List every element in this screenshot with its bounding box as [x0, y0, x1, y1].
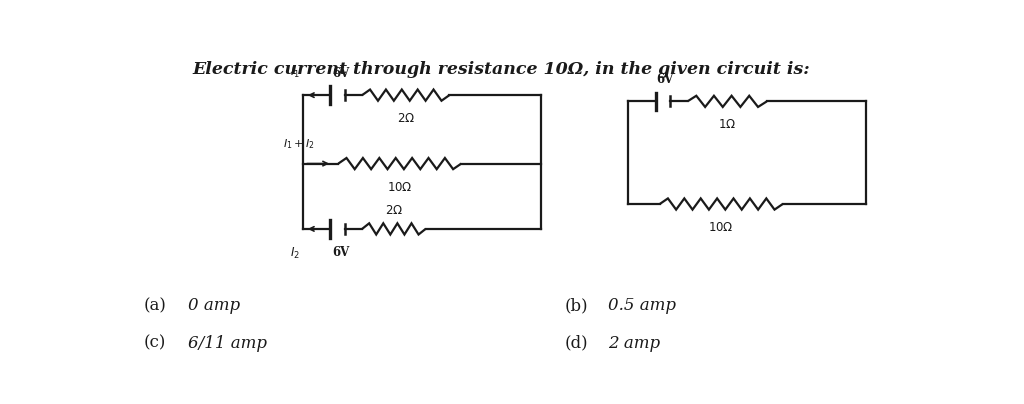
Text: $I_1 + I_2$: $I_1 + I_2$	[283, 137, 314, 151]
Text: (b): (b)	[564, 297, 588, 314]
Text: $2\Omega$: $2\Omega$	[385, 204, 402, 217]
Text: 6V: 6V	[333, 67, 350, 80]
Text: 6/11 amp: 6/11 amp	[187, 335, 266, 351]
Text: $2\Omega$: $2\Omega$	[396, 112, 415, 125]
Text: $10\Omega$: $10\Omega$	[709, 221, 734, 234]
Text: 0.5 amp: 0.5 amp	[608, 297, 676, 314]
Text: $10\Omega$: $10\Omega$	[387, 181, 413, 194]
Text: $1\Omega$: $1\Omega$	[718, 118, 736, 131]
Text: 2 amp: 2 amp	[608, 335, 660, 351]
Text: $I_1$: $I_1$	[290, 65, 300, 80]
Text: (d): (d)	[564, 335, 588, 351]
Text: 0 amp: 0 amp	[187, 297, 240, 314]
Text: 6V: 6V	[333, 246, 350, 259]
Text: (c): (c)	[143, 335, 166, 351]
Text: Electric current through resistance 10Ω, in the given circuit is:: Electric current through resistance 10Ω,…	[193, 61, 810, 78]
Text: 6V: 6V	[656, 74, 674, 86]
Text: (a): (a)	[143, 297, 167, 314]
Text: $I_2$: $I_2$	[291, 246, 300, 261]
